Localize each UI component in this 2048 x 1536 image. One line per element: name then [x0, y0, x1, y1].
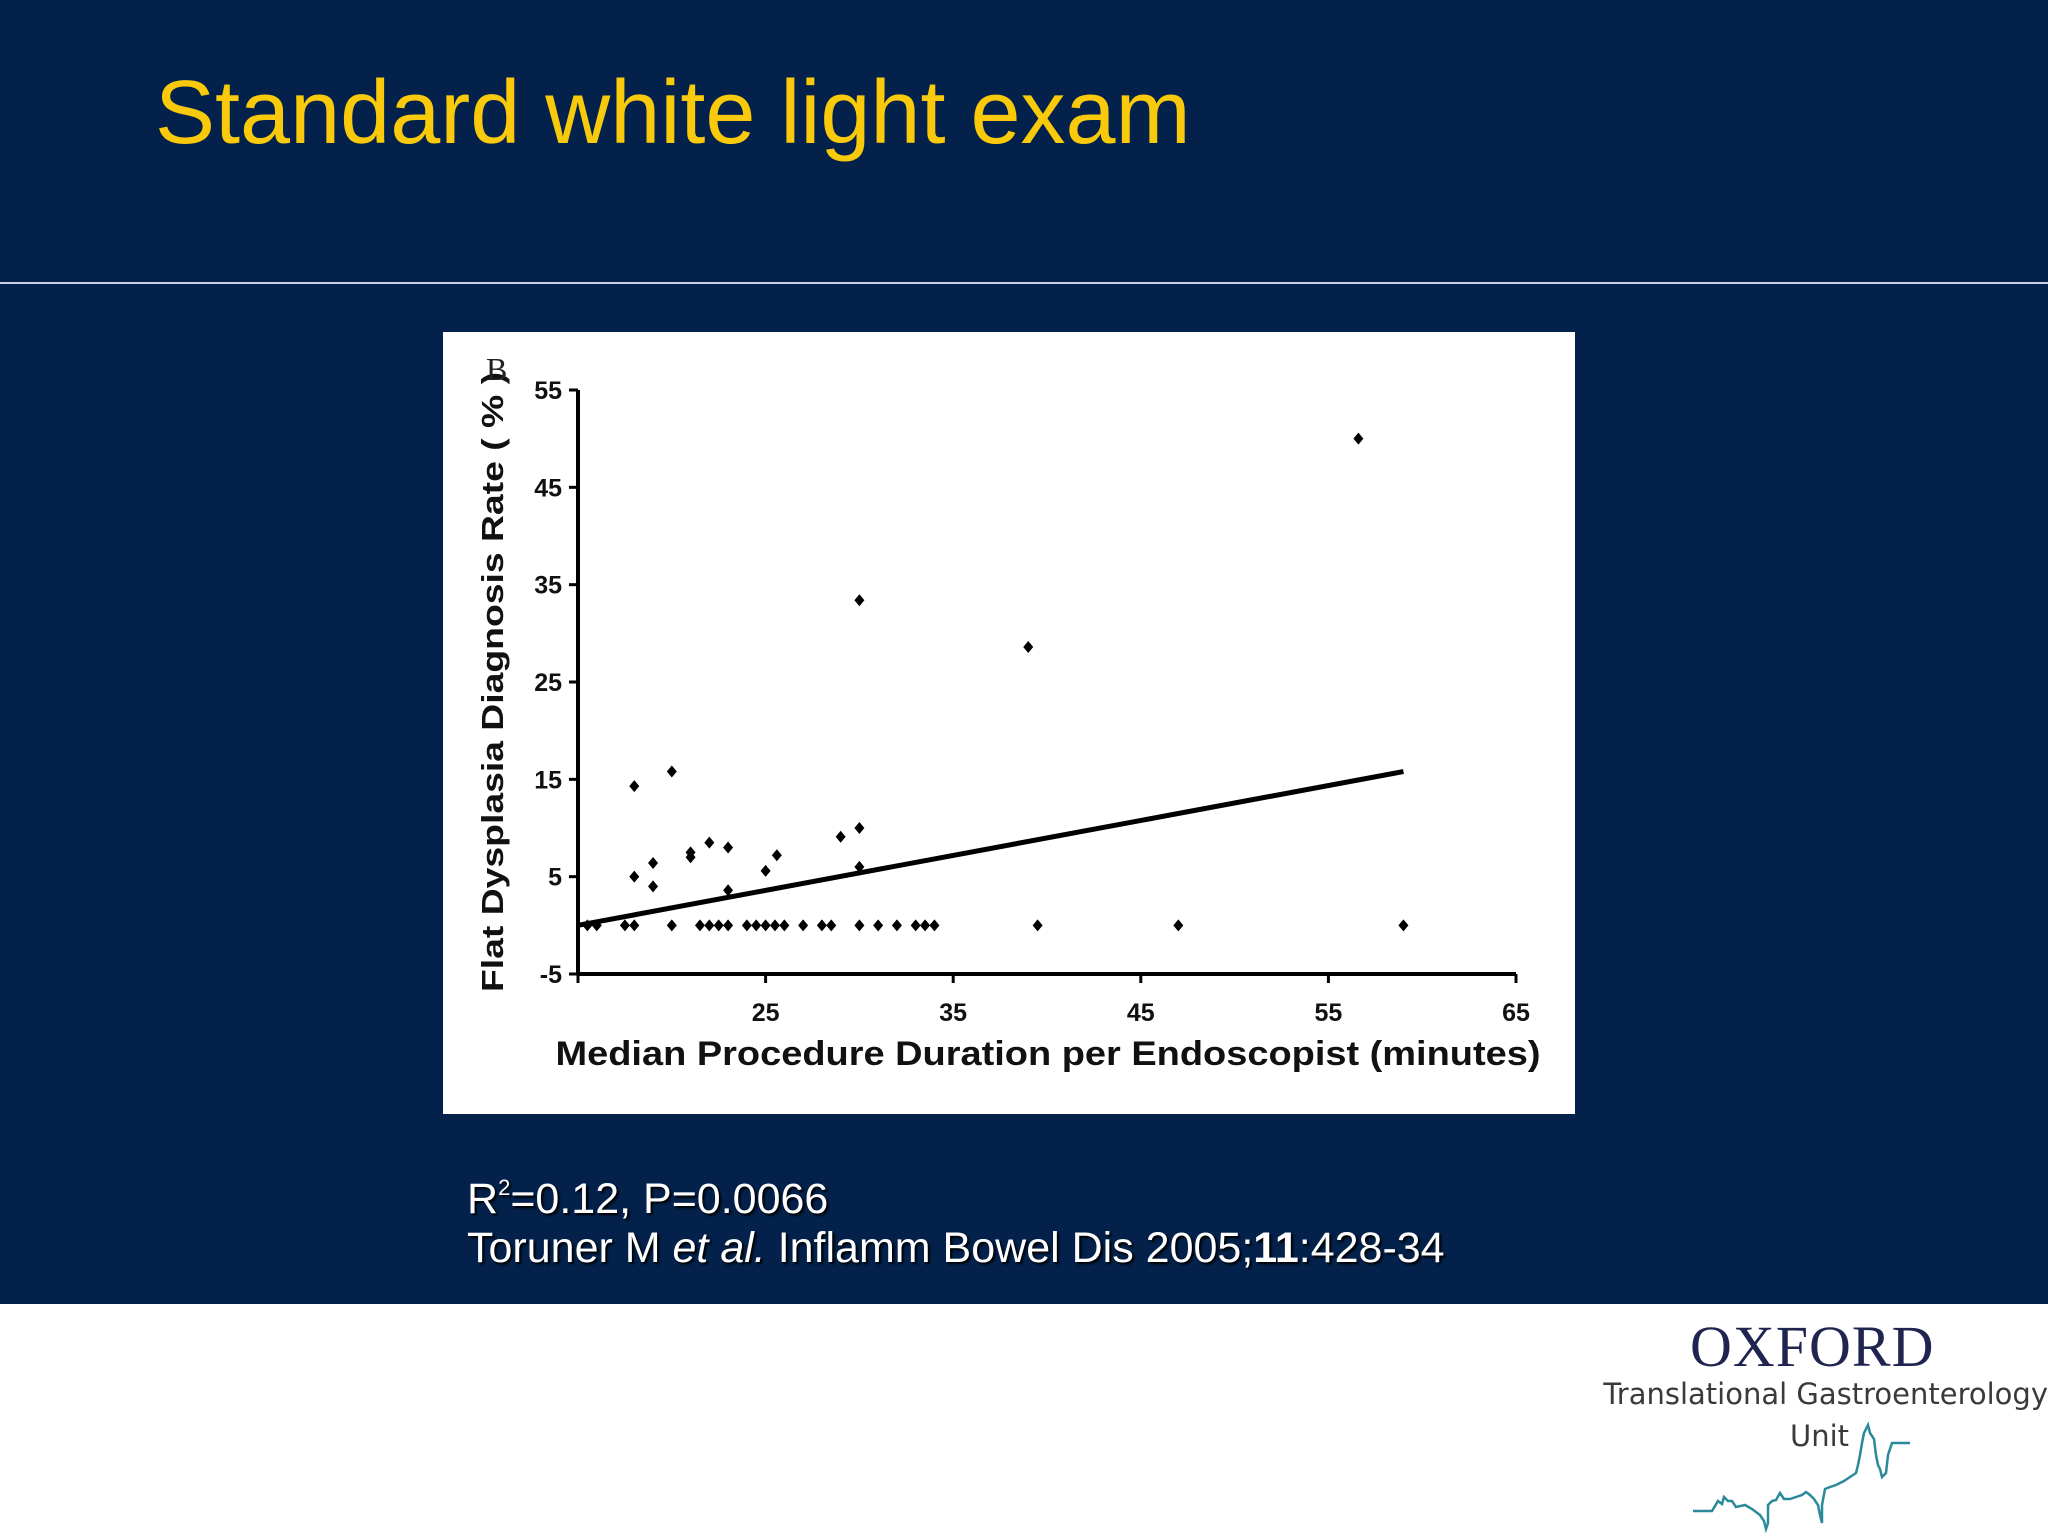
- data-point: [920, 919, 931, 932]
- data-point: [741, 919, 752, 932]
- y-tick-label: 45: [534, 474, 562, 502]
- data-point: [694, 919, 705, 932]
- logo-unit-word: Unit: [1790, 1419, 1850, 1453]
- data-point: [760, 919, 771, 932]
- y-tick-label: 55: [534, 377, 562, 405]
- caption: R2=0.12, P=0.0066 Toruner M et al. Infla…: [467, 1163, 1445, 1273]
- data-point: [929, 919, 940, 932]
- data-point: [769, 919, 780, 932]
- data-point: [854, 822, 865, 834]
- data-point: [591, 919, 602, 932]
- data-point: [760, 864, 771, 877]
- y-axis-label: Flat Dysplasia Diagnosis Rate ( % ): [475, 372, 510, 992]
- data-point: [704, 836, 715, 849]
- data-point: [798, 919, 809, 932]
- x-tick-label: 65: [1502, 999, 1530, 1027]
- ref-journal: Inflamm Bowel Dis 2005;: [765, 1224, 1254, 1272]
- data-point: [854, 860, 865, 873]
- data-point: [723, 884, 734, 897]
- stats-values: =0.12, P=0.0066: [510, 1175, 829, 1223]
- stats-sup: 2: [498, 1175, 511, 1200]
- data-point: [629, 870, 640, 883]
- data-point: [1173, 919, 1184, 932]
- ref-etal: et al.: [672, 1224, 766, 1272]
- x-axis-label: Median Procedure Duration per Endoscopis…: [556, 1035, 1541, 1073]
- title-divider: [0, 282, 2048, 284]
- data-point: [873, 919, 884, 932]
- data-point: [723, 841, 734, 854]
- stats-r: R: [467, 1175, 499, 1223]
- y-tick-label: 5: [548, 864, 562, 892]
- data-point: [629, 780, 640, 793]
- oxford-logo: OXFORD Translational Gastroenterology Un…: [1600, 1305, 2048, 1536]
- logo-oxford: OXFORD: [1690, 1314, 1935, 1379]
- data-point: [1023, 640, 1034, 653]
- data-point: [666, 919, 677, 932]
- data-point: [723, 919, 734, 932]
- regression-line: [577, 769, 1404, 928]
- data-point: [629, 919, 640, 932]
- data-point: [1032, 919, 1043, 932]
- data-point: [582, 919, 593, 932]
- data-point: [1398, 919, 1409, 932]
- data-point: [816, 919, 827, 932]
- data-point: [771, 849, 782, 862]
- x-tick-label: 35: [939, 999, 967, 1027]
- y-tick-label: -5: [540, 961, 562, 989]
- data-point: [666, 765, 677, 778]
- data-point: [713, 919, 724, 932]
- data-point: [854, 919, 865, 932]
- skyline-icon: [1693, 1421, 1910, 1534]
- logo-unit-name: Translational Gastroenterology: [1603, 1377, 2048, 1411]
- data-point: [826, 919, 837, 932]
- data-point: [685, 851, 696, 864]
- x-tick-label: 55: [1314, 999, 1342, 1027]
- data-point: [910, 919, 921, 932]
- data-point: [854, 594, 865, 607]
- scatter-chart: -5 5 15 25 35 45 55 25 35 45 55 65 Median Procedure …: [443, 332, 1575, 1114]
- data-point: [835, 830, 846, 843]
- data-point: [751, 919, 762, 932]
- data-point: [891, 919, 902, 932]
- chart-canvas: -5 5 15 25 35 45 55 25 35 45 55 65 Median Procedure …: [475, 351, 1541, 1073]
- y-tick-label: 25: [534, 669, 562, 697]
- reference-line: Toruner M et al. Inflamm Bowel Dis 2005;…: [467, 1224, 1445, 1273]
- x-tick-label: 45: [1127, 999, 1155, 1027]
- y-tick-label: 15: [534, 766, 562, 794]
- data-point: [704, 919, 715, 932]
- slide-title: Standard white light exam: [155, 63, 1191, 163]
- data-point: [779, 919, 790, 932]
- data-point: [619, 919, 630, 932]
- ref-author: Toruner M: [467, 1224, 673, 1272]
- ref-volume: 11: [1253, 1224, 1299, 1272]
- panel-label: B: [486, 351, 507, 387]
- stats-line: R2=0.12, P=0.0066: [467, 1163, 1445, 1224]
- data-point: [1353, 432, 1364, 445]
- x-tick-label: 25: [752, 999, 780, 1027]
- ref-pages: :428-34: [1298, 1224, 1445, 1272]
- data-point: [648, 857, 659, 870]
- data-point: [648, 880, 659, 893]
- y-tick-label: 35: [534, 572, 562, 600]
